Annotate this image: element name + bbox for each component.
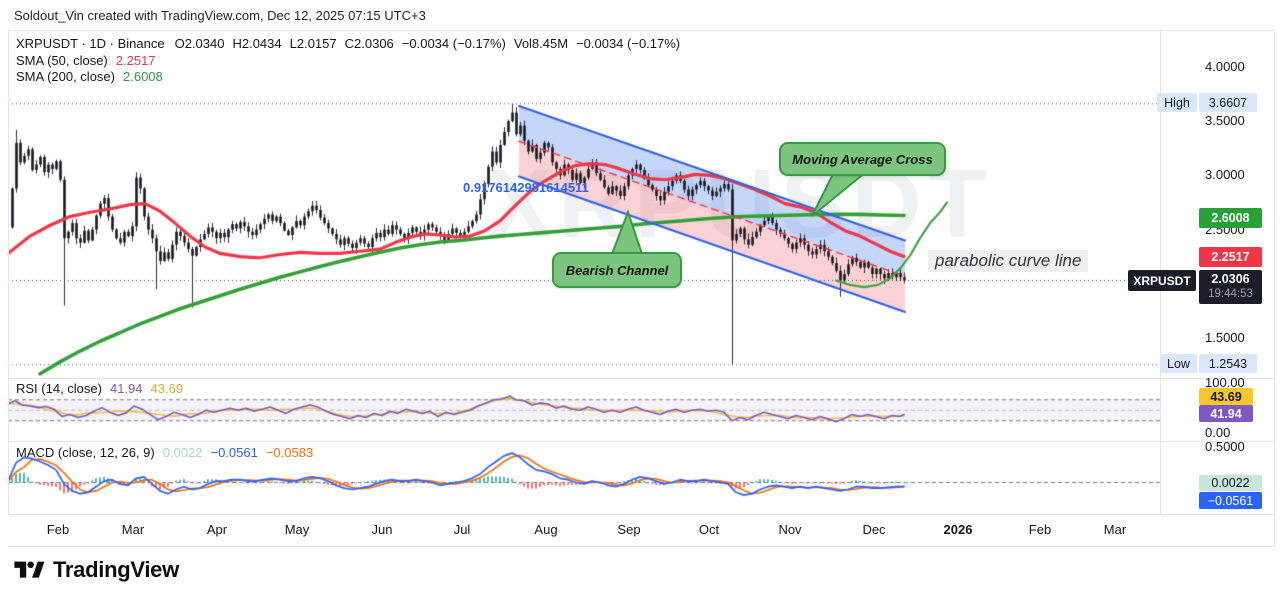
time-axis-label: Feb — [1028, 522, 1052, 537]
measurement-text[interactable]: 0.9176142981614511 — [463, 180, 589, 195]
sma50-legend-row[interactable]: SMA (50, close) 2.2517 — [16, 53, 156, 68]
open-value: O2.0340 — [174, 36, 225, 51]
rsi-label[interactable]: RSI (14, close) — [16, 381, 102, 396]
time-axis-label: 2026 — [943, 522, 973, 537]
sma50-price-badge: 2.2517 — [1199, 247, 1262, 267]
volume-value: Vol8.45M — [513, 36, 569, 51]
macd-legend-row[interactable]: MACD (close, 12, 26, 9) 0.0022 −0.0561 −… — [16, 445, 313, 460]
bar-countdown: 19:44:53 — [1208, 288, 1253, 300]
price-tick-3.5000: 3.5000 — [1205, 113, 1245, 128]
last-price-badge: 2.0306 19:44:53 — [1199, 270, 1262, 304]
bearish-channel-callout[interactable]: Bearish Channel — [552, 252, 682, 288]
macd-signal-value: −0.0583 — [265, 445, 314, 460]
macd-hist-value: 0.0022 — [162, 445, 203, 460]
macd-value-badge: −0.0561 — [1199, 492, 1262, 509]
rsi-value: 41.94 — [109, 381, 143, 396]
attribution-text: Soldout_Vin created with TradingView.com… — [14, 8, 426, 23]
tradingview-logo-text: TradingView — [53, 557, 179, 582]
rsi-ma-value: 43.69 — [150, 381, 184, 396]
time-axis-label: Mar — [1103, 522, 1127, 537]
tradingview-logo-icon — [14, 561, 45, 578]
symbol-price-badge: XRPUSDT — [1128, 270, 1196, 291]
time-axis-label: Mar — [121, 522, 145, 537]
ohlc-legend-row[interactable]: XRPUSDT · 1D · Binance O2.0340 H2.0434 L… — [16, 36, 680, 51]
pane-separator-rsi[interactable] — [8, 378, 1274, 379]
sma50-label[interactable]: SMA (50, close) — [16, 53, 108, 68]
price-tick-1.5000: 1.5000 — [1205, 330, 1245, 345]
pane-separator-macd[interactable] — [8, 441, 1274, 442]
sma200-label[interactable]: SMA (200, close) — [16, 69, 115, 84]
macd-value: −0.0561 — [210, 445, 258, 460]
low-value: L2.0157 — [289, 36, 337, 51]
rsi-ma-badge: 43.69 — [1199, 388, 1253, 405]
time-axis-label: Oct — [698, 522, 720, 537]
low-label-badge: Low — [1160, 354, 1197, 373]
sma200-value: 2.6008 — [123, 69, 163, 84]
time-axis-label: Feb — [46, 522, 70, 537]
macd-tick-0.5: 0.5000 — [1205, 439, 1245, 454]
ma-cross-callout[interactable]: Moving Average Cross — [779, 142, 946, 176]
time-axis-label: Apr — [206, 522, 228, 537]
high-label-badge: High — [1157, 93, 1197, 112]
time-axis-label: Dec — [862, 522, 886, 537]
last-price-value: 2.0306 — [1211, 272, 1250, 286]
tradingview-footer[interactable]: TradingView — [14, 557, 179, 583]
symbol-title[interactable]: XRPUSDT · 1D · Binance — [16, 36, 165, 51]
low-value-badge: 1.2543 — [1199, 354, 1257, 373]
time-axis-label: Jul — [453, 522, 471, 537]
close-value: C2.0306 — [344, 36, 394, 51]
macd-hist-badge: 0.0022 — [1199, 475, 1262, 491]
time-axis[interactable]: Feb Mar Apr May Jun Jul Aug Sep Oct Nov Dec 2026 Feb… — [8, 514, 1274, 547]
time-axis-label: Sep — [617, 522, 641, 537]
high-value-badge: 3.6607 — [1199, 93, 1257, 112]
parabolic-curve-label[interactable]: parabolic curve line — [928, 250, 1089, 272]
rsi-tick-100: 100.00 — [1205, 375, 1245, 390]
time-axis-label: May — [284, 522, 310, 537]
change-value: −0.0034 (−0.17%) — [401, 36, 506, 51]
time-axis-label: Jun — [371, 522, 393, 537]
rsi-legend-row[interactable]: RSI (14, close) 41.94 43.69 — [16, 381, 183, 396]
sma200-legend-row[interactable]: SMA (200, close) 2.6008 — [16, 69, 163, 84]
macd-label[interactable]: MACD (close, 12, 26, 9) — [16, 445, 155, 460]
high-value: H2.0434 — [232, 36, 282, 51]
time-axis-label: Aug — [534, 522, 558, 537]
sma50-value: 2.2517 — [115, 53, 156, 68]
rsi-value-badge: 41.94 — [1199, 405, 1253, 422]
time-axis-label: Nov — [778, 522, 802, 537]
volume-change-value: −0.0034 (−0.17%) — [576, 36, 681, 51]
sma200-price-badge: 2.6008 — [1199, 208, 1262, 228]
price-tick-4.0000: 4.0000 — [1205, 59, 1245, 74]
price-tick-3.0000: 3.0000 — [1205, 167, 1245, 182]
rsi-tick-0: 0.00 — [1205, 425, 1231, 440]
